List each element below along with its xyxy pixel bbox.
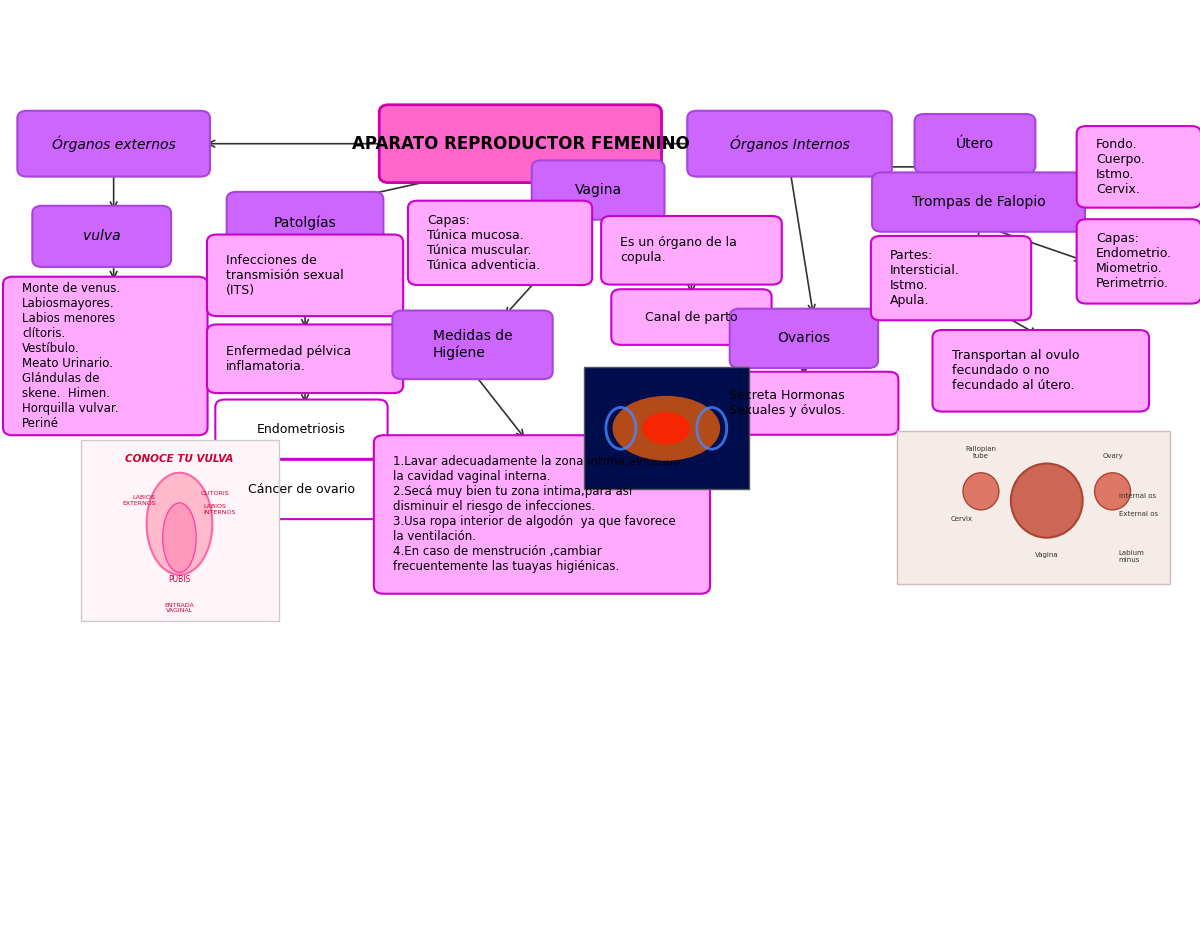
Bar [898, 431, 1170, 584]
FancyBboxPatch shape [17, 111, 210, 176]
Ellipse shape [642, 412, 690, 445]
Text: ENTRADA
VAGINAL: ENTRADA VAGINAL [164, 603, 194, 614]
Text: Fondo.
Cuerpo.
Istmo.
Cervix.: Fondo. Cuerpo. Istmo. Cervix. [1096, 138, 1145, 196]
Text: Infecciones de
transmisión sexual
(ITS): Infecciones de transmisión sexual (ITS) [226, 254, 344, 297]
Text: Partes:
Intersticial.
Istmo.
Apula.: Partes: Intersticial. Istmo. Apula. [890, 249, 960, 307]
FancyBboxPatch shape [709, 372, 899, 435]
Text: Fallopian
tube: Fallopian tube [966, 446, 996, 459]
Ellipse shape [1010, 464, 1082, 538]
Ellipse shape [964, 473, 998, 510]
Text: Vagina: Vagina [1034, 552, 1058, 557]
Text: Labium
minus: Labium minus [1118, 550, 1145, 563]
FancyBboxPatch shape [688, 111, 892, 176]
Text: Ovary: Ovary [1102, 453, 1123, 459]
FancyBboxPatch shape [206, 235, 403, 316]
Ellipse shape [163, 503, 196, 573]
FancyBboxPatch shape [32, 206, 172, 267]
FancyBboxPatch shape [379, 105, 661, 183]
Text: Medidas de
Higíene: Medidas de Higíene [433, 329, 512, 361]
FancyBboxPatch shape [392, 311, 553, 379]
FancyBboxPatch shape [601, 216, 781, 285]
Text: Órganos Internos: Órganos Internos [730, 135, 850, 152]
Text: Endometriosis: Endometriosis [257, 423, 346, 436]
Ellipse shape [1094, 473, 1130, 510]
Text: vulva: vulva [83, 229, 120, 244]
Text: Enfermedad pélvica
inflamatoria.: Enfermedad pélvica inflamatoria. [226, 345, 352, 373]
FancyBboxPatch shape [408, 201, 592, 286]
FancyBboxPatch shape [1076, 126, 1200, 208]
FancyBboxPatch shape [1076, 220, 1200, 304]
Text: External os: External os [1118, 512, 1158, 517]
Text: Capas:
Endometrio.
Miometrio.
Perimetrrio.: Capas: Endometrio. Miometrio. Perimetrri… [1096, 233, 1172, 290]
Text: Útero: Útero [956, 136, 994, 151]
Text: Secreta Hormonas
Sexuales y óvulos.: Secreta Hormonas Sexuales y óvulos. [728, 389, 845, 417]
Text: PUBIS: PUBIS [168, 575, 191, 584]
FancyBboxPatch shape [2, 276, 208, 436]
FancyBboxPatch shape [211, 460, 391, 519]
FancyBboxPatch shape [611, 289, 772, 345]
FancyBboxPatch shape [532, 160, 665, 220]
FancyBboxPatch shape [871, 236, 1031, 321]
Text: LABIOS
INTERNOS: LABIOS INTERNOS [203, 504, 235, 515]
Text: Es un órgano de la
copula.: Es un órgano de la copula. [620, 236, 737, 264]
FancyBboxPatch shape [730, 309, 878, 368]
Text: Capas:
Túnica mucosa.
Túnica muscular.
Túnica adventicia.: Capas: Túnica mucosa. Túnica muscular. T… [427, 214, 540, 272]
Text: CLÍTORIS: CLÍTORIS [200, 490, 229, 496]
Text: Cervix: Cervix [952, 516, 973, 522]
FancyBboxPatch shape [206, 324, 403, 393]
Text: APARATO REPRODUCTOR FEMENINO: APARATO REPRODUCTOR FEMENINO [352, 134, 689, 153]
Text: Ovarios: Ovarios [778, 331, 830, 346]
Text: Patolgías: Patolgías [274, 215, 336, 230]
Ellipse shape [612, 396, 720, 461]
Text: Trompas de Falopio: Trompas de Falopio [912, 195, 1045, 210]
Ellipse shape [146, 473, 212, 575]
Text: 1.Lavar adecuadamente la zona intima,evitando
la cavidad vaginal interna.
2.Secá: 1.Lavar adecuadamente la zona intima,evi… [392, 455, 680, 574]
Bar [82, 440, 278, 621]
Text: LABIOS
EXTERNOS: LABIOS EXTERNOS [122, 495, 156, 506]
Text: CONOCE TU VULVA: CONOCE TU VULVA [125, 454, 234, 464]
FancyBboxPatch shape [227, 192, 384, 253]
Text: Órganos externos: Órganos externos [52, 135, 175, 152]
Text: Vagina: Vagina [575, 183, 622, 197]
FancyBboxPatch shape [932, 330, 1150, 412]
Text: Transportan al ovulo
fecundado o no
fecundado al útero.: Transportan al ovulo fecundado o no fecu… [952, 349, 1079, 392]
Text: Cáncer de ovario: Cáncer de ovario [248, 483, 355, 496]
FancyBboxPatch shape [374, 436, 710, 594]
Text: Monte de venus.
Labiosmayores.
Labios menores
clítoris.
Vestíbulo.
Meato Urinari: Monte de venus. Labiosmayores. Labios me… [22, 282, 120, 430]
Text: Canal de parto: Canal de parto [646, 311, 738, 324]
Text: Internal os: Internal os [1118, 493, 1156, 499]
FancyBboxPatch shape [914, 114, 1036, 173]
FancyBboxPatch shape [872, 172, 1085, 232]
FancyBboxPatch shape [215, 400, 388, 459]
Bar [583, 367, 749, 489]
